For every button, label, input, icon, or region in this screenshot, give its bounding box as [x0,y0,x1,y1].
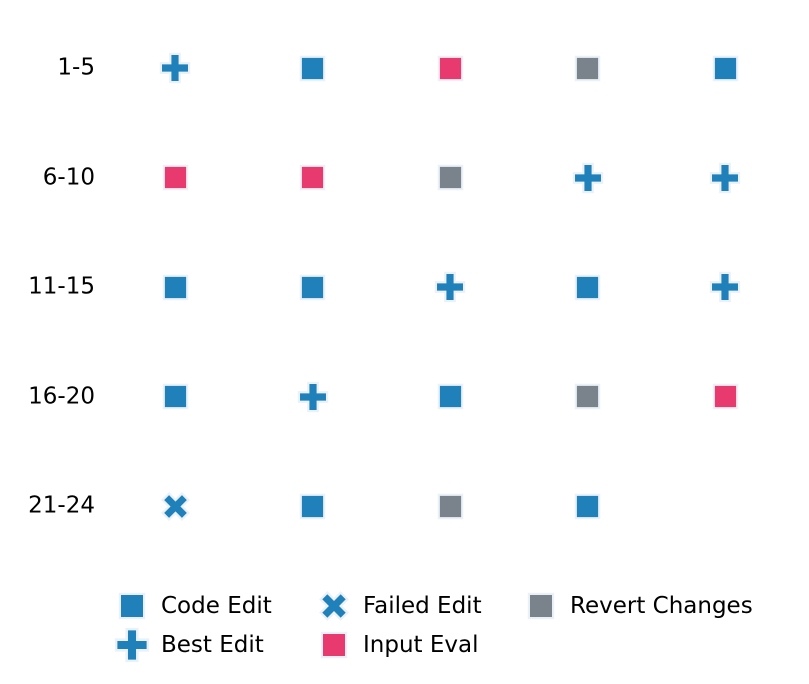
legend-item-input-eval: Input Eval [314,631,479,659]
legend-label: Failed Edit [363,592,482,619]
row-label-16-20: 16-20 [28,383,95,409]
legend-item-failed-edit: Failed Edit [314,590,482,622]
legend-label: Best Edit [161,631,264,658]
code-marker-icon [112,592,152,620]
legend-label: Revert Changes [570,592,753,619]
failed-marker-icon [314,590,354,622]
best-marker [572,162,604,198]
best-marker [297,381,329,417]
revert-marker [437,493,464,524]
revert-marker-icon [521,592,561,620]
code-marker [162,274,189,305]
code-marker [299,55,326,86]
row-label-11-15: 11-15 [28,273,95,300]
row-label-21-24: 21-24 [28,492,95,519]
revert-marker [437,164,464,195]
revert-marker [574,383,601,414]
row-label-1-5: 1-5 [57,54,95,81]
input-marker-icon [314,631,354,659]
input-marker [162,164,189,195]
best-marker [434,271,466,307]
code-marker [574,274,601,305]
best-marker [709,162,741,198]
best-marker [159,52,191,88]
code-marker [162,383,189,414]
legend-item-code-edit: Code Edit [112,592,272,620]
best-marker-icon [112,627,152,663]
code-marker [437,383,464,414]
revert-marker [574,55,601,86]
code-marker [299,274,326,305]
input-marker [437,55,464,86]
legend-item-best-edit: Best Edit [112,627,264,663]
legend-label: Input Eval [363,631,479,658]
legend-item-revert-changes: Revert Changes [521,592,753,620]
input-marker [712,383,739,414]
code-marker [574,493,601,524]
best-marker [709,271,741,307]
code-marker [299,493,326,524]
failed-marker [160,491,191,526]
input-marker [299,164,326,195]
row-label-6-10: 6-10 [42,164,95,190]
legend-label: Code Edit [161,592,272,619]
code-marker [712,55,739,86]
